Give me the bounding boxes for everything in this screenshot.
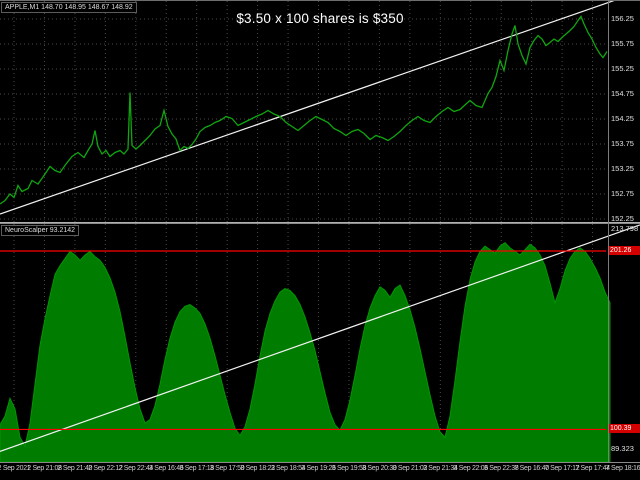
symbol-ohlc-label: APPLE,M1 148.70 148.95 148.67 148.92 xyxy=(1,2,137,13)
indicator-level-label: 100.39 xyxy=(609,424,640,434)
price-axis-label: 153.25 xyxy=(611,164,634,173)
time-axis-label: 3 Sep 16:46 xyxy=(149,465,184,472)
indicator-axis-label: 213.798 xyxy=(611,223,639,233)
time-axis-label: 3 Sep 18:54 xyxy=(270,465,306,472)
price-axis-label: 152.25 xyxy=(611,214,634,223)
price-axis-label: 154.75 xyxy=(611,89,634,98)
panel-splitter[interactable] xyxy=(0,222,640,224)
chart-annotation-text: $3.50 x 100 shares is $350 xyxy=(236,11,404,26)
price-axis-separator xyxy=(608,0,609,462)
price-panel[interactable] xyxy=(0,1,640,222)
price-axis-label: 156.25 xyxy=(611,14,634,23)
time-axis-label: 3 Sep 18:22 xyxy=(240,465,275,472)
time-axis-label: 3 Sep 21:02 xyxy=(392,465,428,472)
time-axis-label: 7 Sep 17:44 xyxy=(575,465,610,472)
indicator-area-series xyxy=(0,241,611,462)
time-axis-label: 3 Sep 21:34 xyxy=(423,465,458,472)
price-axis-label: 155.25 xyxy=(611,64,634,73)
time-axis-label: 2 Sep 2021 xyxy=(0,465,31,472)
time-axis-label: 3 Sep 22:06 xyxy=(453,465,489,472)
time-axis-label: 2 Sep 21:08 xyxy=(27,465,62,472)
time-axis-separator xyxy=(0,462,640,463)
indicator-trendline[interactable] xyxy=(0,224,640,452)
price-axis-label: 153.75 xyxy=(611,139,634,148)
time-axis-label: 3 Sep 19:26 xyxy=(301,465,336,472)
price-axis[interactable]: 156.25 155.75 155.25 154.75 154.25 153.75 153.… xyxy=(608,0,640,223)
indicator-label: NeuroScalper 93.2142 xyxy=(1,225,80,236)
indicator-axis[interactable]: 213.798 89.323 201.26 100.39 xyxy=(608,222,640,462)
time-axis-label: 3 Sep 20:30 xyxy=(362,465,397,472)
price-axis-label: 155.75 xyxy=(611,39,634,48)
time-axis-label: 3 Sep 22:38 xyxy=(483,465,519,472)
indicator-panel[interactable] xyxy=(0,224,640,462)
time-axis-label: 3 Sep 17:50 xyxy=(209,465,245,472)
time-axis-label: 2 Sep 22:12 xyxy=(88,465,123,472)
time-axis-label: 7 Sep 16:40 xyxy=(514,465,549,472)
indicator-axis-label: 89.323 xyxy=(611,444,634,454)
price-line-series xyxy=(0,15,608,205)
time-axis-label: 3 Sep 17:18 xyxy=(179,465,214,472)
price-trendline[interactable] xyxy=(0,1,640,215)
indicator-level-label: 201.26 xyxy=(609,245,640,255)
time-axis-label: 2 Sep 22:44 xyxy=(118,465,154,472)
time-axis-label: 3 Sep 19:58 xyxy=(331,465,367,472)
window-top-edge xyxy=(0,0,640,1)
time-axis-label: 2 Sep 21:40 xyxy=(57,465,93,472)
time-axis-label: 7 Sep 18:16 xyxy=(605,465,640,472)
time-axis-label: 7 Sep 17:12 xyxy=(544,465,580,472)
price-axis-label: 154.25 xyxy=(611,114,634,123)
price-axis-label: 152.75 xyxy=(611,189,634,198)
time-axis[interactable]: 2 Sep 2021 2 Sep 21:08 2 Sep 21:40 2 Sep 22… xyxy=(0,464,640,476)
